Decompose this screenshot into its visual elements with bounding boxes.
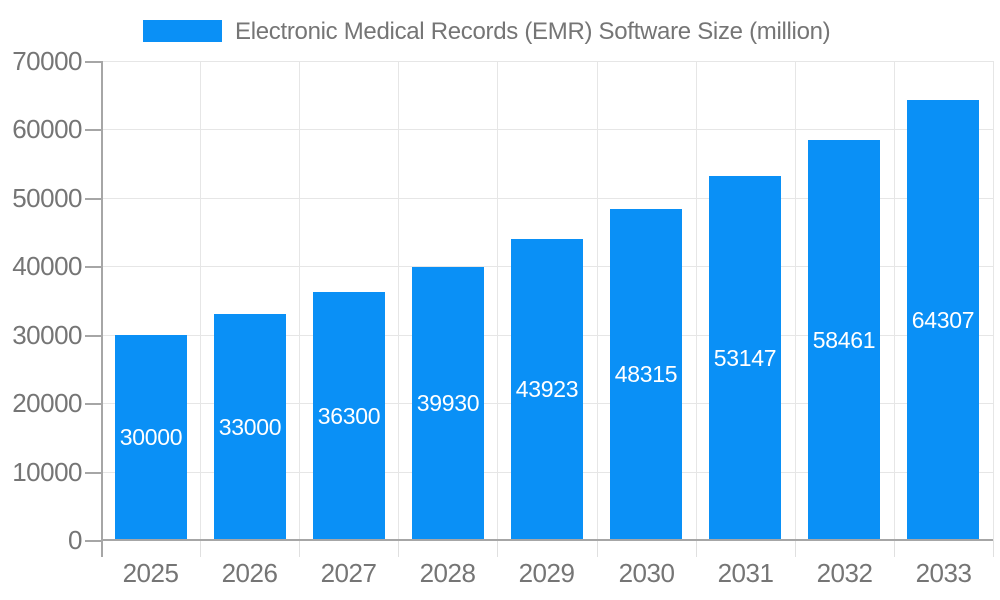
- bar-2025[interactable]: [115, 335, 187, 540]
- y-axis-label: 0: [68, 525, 82, 555]
- bar-value-label: 53147: [713, 344, 777, 371]
- x-axis-label: 2025: [122, 558, 179, 588]
- x-axis-tick: [795, 540, 796, 557]
- x-axis-label: 2027: [320, 558, 377, 588]
- x-axis-label: 2026: [221, 558, 278, 588]
- y-axis-label: 10000: [12, 457, 82, 487]
- x-axis-tick: [597, 540, 598, 557]
- y-gridline: [101, 61, 993, 62]
- x-gridline: [299, 61, 300, 540]
- bar-value-label: 48315: [614, 361, 678, 387]
- y-axis-label: 60000: [12, 114, 82, 144]
- legend-series-label[interactable]: Electronic Medical Records (EMR) Softwar…: [235, 18, 831, 45]
- x-axis-line: [101, 539, 993, 541]
- x-axis-tick: [894, 540, 895, 557]
- x-axis-tick: [200, 540, 201, 557]
- bar-value-label: 43923: [515, 376, 579, 402]
- bar-2029[interactable]: [511, 239, 583, 540]
- x-gridline: [894, 61, 895, 540]
- y-axis-label: 70000: [12, 46, 82, 76]
- bar-value-label: 58461: [812, 326, 876, 353]
- y-axis-tick: [85, 540, 101, 542]
- bar-2026[interactable]: [214, 314, 286, 540]
- x-axis-tick: [299, 540, 300, 557]
- bar-2033[interactable]: [907, 100, 979, 540]
- x-axis-label: 2032: [816, 558, 873, 588]
- y-axis-tick: [85, 129, 101, 131]
- y-gridline: [101, 129, 993, 130]
- y-axis-tick: [85, 266, 101, 268]
- x-gridline: [597, 61, 598, 540]
- bar-value-label: 33000: [218, 413, 282, 440]
- bar-2032[interactable]: [808, 140, 880, 540]
- x-axis-tick: [696, 540, 697, 557]
- x-axis-label: 2031: [717, 558, 774, 588]
- bar-2028[interactable]: [412, 267, 484, 540]
- y-axis-label: 50000: [12, 183, 82, 213]
- x-axis-label: 2029: [518, 558, 575, 588]
- y-axis-line: [101, 61, 103, 557]
- bar-2027[interactable]: [313, 292, 385, 540]
- legend-swatch[interactable]: [143, 20, 222, 42]
- y-axis-tick: [85, 335, 101, 337]
- y-axis-tick: [85, 472, 101, 474]
- y-axis-tick: [85, 61, 101, 63]
- y-gridline: [101, 198, 993, 199]
- y-axis-label: 40000: [12, 251, 82, 281]
- bar-2030[interactable]: [610, 209, 682, 540]
- x-gridline: [696, 61, 697, 540]
- bar-value-label: 36300: [317, 402, 381, 429]
- x-gridline: [993, 61, 994, 540]
- x-gridline: [795, 61, 796, 540]
- x-axis-tick: [398, 540, 399, 557]
- y-axis-tick: [85, 198, 101, 200]
- x-axis-label: 2030: [618, 558, 675, 588]
- y-axis-label: 20000: [12, 388, 82, 418]
- x-axis-label: 2033: [915, 558, 972, 588]
- x-axis-label: 2028: [419, 558, 476, 588]
- x-axis-tick: [497, 540, 498, 557]
- y-axis-tick: [85, 403, 101, 405]
- x-gridline: [497, 61, 498, 540]
- bar-value-label: 64307: [911, 306, 975, 333]
- bar-value-label: 30000: [119, 424, 183, 450]
- x-axis-tick: [993, 540, 994, 557]
- bar-2031[interactable]: [709, 176, 781, 540]
- bar-value-label: 39930: [416, 390, 480, 416]
- x-gridline: [200, 61, 201, 540]
- y-axis-label: 30000: [12, 320, 82, 350]
- x-gridline: [398, 61, 399, 540]
